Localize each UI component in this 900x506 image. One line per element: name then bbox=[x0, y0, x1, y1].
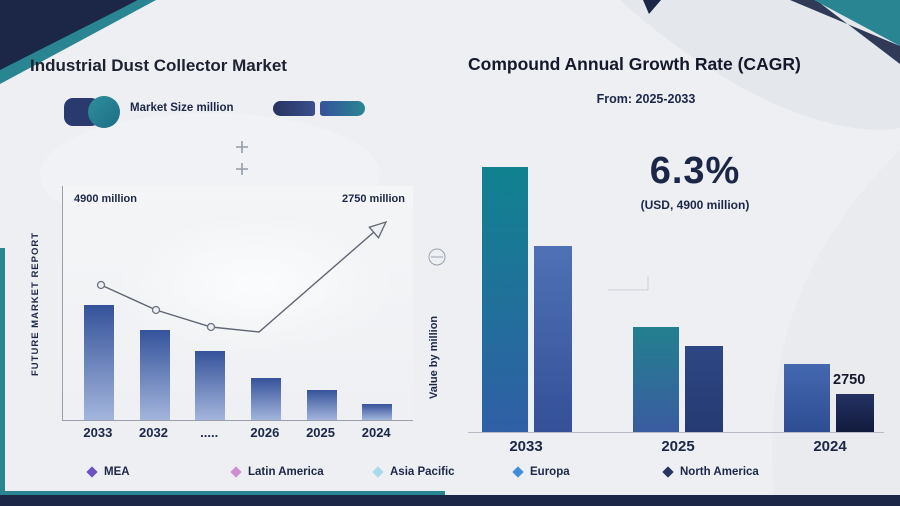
right-x-label: 2025 bbox=[661, 438, 695, 455]
left-x-label: 2026 bbox=[250, 425, 280, 440]
right-bar-2024-series-1 bbox=[784, 364, 830, 432]
cagr-callout: 6.3% (USD, 4900 million) bbox=[575, 150, 815, 212]
legend-item-europa: Europa bbox=[512, 466, 570, 478]
right-x-axis-labels: 2033 2025 2024 bbox=[482, 438, 874, 455]
legend-label: North America bbox=[680, 466, 759, 478]
right-bars-container bbox=[482, 160, 874, 432]
legend-label: Latin America bbox=[248, 466, 324, 478]
right-bar-group-2033 bbox=[482, 167, 572, 432]
legend-item-asia-pacific: Asia Pacific bbox=[372, 466, 455, 478]
right-bar-2033-series-1 bbox=[482, 167, 528, 432]
right-chart-subtitle: From: 2025-2033 bbox=[596, 92, 696, 106]
value-label-4900: 4900 million bbox=[74, 193, 137, 205]
legend-diamond-icon bbox=[662, 466, 674, 478]
right-bar-2024-series-2 bbox=[836, 394, 874, 432]
left-x-label: 2024 bbox=[361, 425, 391, 440]
legend-diamond-icon bbox=[512, 466, 524, 478]
trend-markers-icon bbox=[96, 280, 216, 332]
right-y-axis-label: Value by million bbox=[428, 315, 440, 399]
circle-minus-icon bbox=[428, 248, 446, 266]
left-bar-column bbox=[349, 404, 405, 420]
value-label-2750: 2750 million bbox=[342, 193, 405, 205]
annotation-2750: 2750 bbox=[833, 372, 866, 388]
right-x-label: 2024 bbox=[813, 438, 847, 455]
left-bar-2026 bbox=[250, 378, 281, 420]
left-x-label: ..... bbox=[200, 425, 219, 440]
arrow-head-icon bbox=[368, 220, 388, 239]
legend-diamond-icon bbox=[372, 466, 384, 478]
right-chart-title: Compound Annual Growth Rate (CAGR) bbox=[468, 54, 801, 74]
left-chart-panel: 4900 million 2750 million bbox=[62, 186, 413, 421]
plus-marks-icon bbox=[236, 141, 248, 175]
left-x-label: 2025 bbox=[306, 425, 335, 440]
legend-item-mea: MEA bbox=[86, 466, 130, 478]
right-x-label: 2033 bbox=[509, 438, 543, 455]
left-edge-accent bbox=[0, 248, 5, 495]
right-bar-2025-series-2 bbox=[685, 346, 723, 432]
right-bar-group-2025 bbox=[633, 327, 723, 432]
legend-diamond-icon bbox=[86, 466, 98, 478]
legend-label: MEA bbox=[104, 466, 130, 478]
cagr-caption: (USD, 4900 million) bbox=[640, 198, 750, 212]
left-x-axis-labels: 2033 2032..... 2026 2025 2024 bbox=[70, 425, 404, 440]
left-chart-title: Industrial Dust Collector Market bbox=[30, 56, 287, 75]
market-size-blob-icon bbox=[64, 95, 122, 129]
left-y-axis-label: FUTURE MARKET REPORT bbox=[30, 231, 41, 377]
legend-label: Asia Pacific bbox=[390, 466, 455, 478]
pill-left-segment bbox=[273, 101, 315, 116]
left-bar-column bbox=[238, 378, 294, 420]
legend-label: Europa bbox=[530, 466, 570, 478]
left-bar-2033 bbox=[83, 305, 114, 420]
blob-circle-shape bbox=[88, 96, 120, 128]
left-bar-2025 bbox=[306, 390, 337, 420]
right-bar-2025-series-1 bbox=[633, 327, 679, 432]
region-legend: MEA Latin America Asia Pacific Europa North … bbox=[0, 466, 900, 484]
left-bar-column bbox=[182, 351, 238, 420]
left-bar-column bbox=[294, 390, 350, 420]
legend-diamond-icon bbox=[230, 466, 242, 478]
market-size-legend-label: Market Size million bbox=[130, 102, 234, 114]
trend-line-arrow bbox=[96, 220, 388, 333]
scale-pill-icon bbox=[273, 101, 365, 116]
right-bar-2033-series-2 bbox=[534, 246, 572, 432]
left-bar-..... bbox=[195, 351, 226, 420]
pill-right-segment bbox=[320, 101, 365, 116]
bottom-teal-accent bbox=[0, 491, 445, 495]
right-x-axis-line bbox=[468, 432, 884, 433]
cagr-value: 6.3% bbox=[649, 150, 741, 192]
left-bar-column bbox=[127, 330, 183, 420]
left-x-label: 2032 bbox=[139, 425, 168, 440]
left-x-label: 2033 bbox=[83, 425, 113, 440]
right-bar-group-2024 bbox=[784, 364, 874, 432]
legend-item-latin-america: Latin America bbox=[230, 466, 324, 478]
left-bar-column bbox=[71, 305, 127, 420]
bottom-navy-bar bbox=[0, 495, 900, 506]
left-bar-2032 bbox=[139, 330, 170, 420]
left-bars-container bbox=[71, 288, 405, 420]
legend-item-north-america: North America bbox=[662, 466, 759, 478]
left-bar-2024 bbox=[362, 404, 393, 420]
